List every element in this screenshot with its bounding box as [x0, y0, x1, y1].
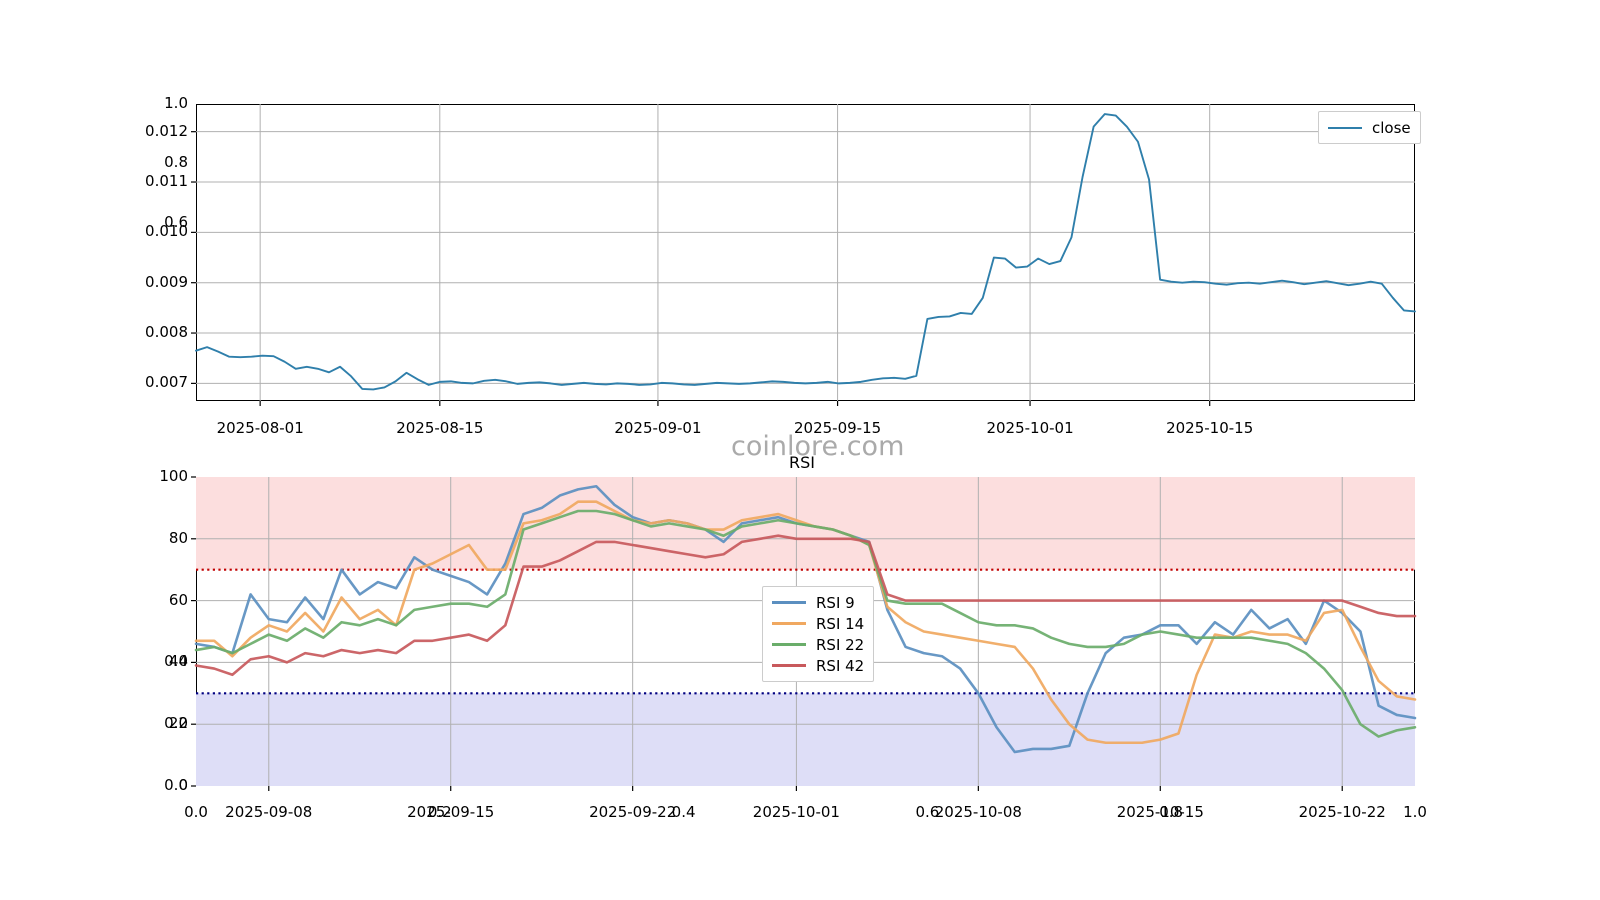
legend-line-swatch: [772, 601, 806, 604]
price-y-tick-3: 0.010: [145, 222, 188, 241]
rsi-chart-svg: [191, 476, 1417, 791]
price-x-tick-4: 2025-10-01: [986, 419, 1074, 437]
legend-line-swatch: [772, 622, 806, 625]
rsi-chart-legend[interactable]: RSI 9 RSI 14 RSI 22 RSI 42: [762, 586, 875, 682]
rsi-y-overlay-tick-1: 0.2: [164, 714, 188, 733]
price-y-tick-2: 0.009: [145, 272, 188, 291]
rsi-x-overlay-tick-5: 1.0: [1403, 803, 1427, 821]
price-y-tick-5: 0.012: [145, 121, 188, 140]
legend-line-swatch: [1328, 126, 1362, 129]
rsi-x-tick-6: 2025-10-22: [1298, 803, 1386, 821]
price-chart-svg: [191, 104, 1416, 406]
rsi-x-overlay-tick-1: 0.2: [427, 803, 452, 821]
price-x-tick-3: 2025-09-15: [793, 419, 882, 437]
rsi-x-tick-1: 2025-09-15: [407, 803, 495, 821]
price-chart-legend[interactable]: close: [1318, 111, 1421, 144]
rsi-y-tick-3: 60: [168, 590, 188, 609]
legend-label: RSI 14: [816, 614, 865, 633]
rsi-x-overlay-tick-2: 0.4: [671, 803, 696, 821]
price-y-tick-0: 0.007: [145, 373, 188, 392]
legend-line-swatch: [772, 643, 806, 646]
rsi-y-tick-1: 20: [168, 714, 188, 733]
price-legend-item[interactable]: close: [1328, 117, 1411, 138]
rsi-y-tick-4: 80: [168, 528, 188, 547]
rsi-x-tick-3: 2025-10-01: [752, 803, 840, 821]
rsi-legend-item[interactable]: RSI 14: [772, 613, 864, 634]
rsi-x-tick-0: 2025-09-08: [225, 803, 313, 821]
rsi-y-tick-5: 100: [159, 467, 188, 485]
rsi-chart-title: RSI: [789, 453, 815, 472]
rsi-y-overlay-tick-0: 0.0: [164, 776, 188, 794]
price-y-overlay-tick-0: 0.6: [164, 212, 188, 231]
price-y-tick-4: 0.011: [145, 172, 188, 191]
price-x-tick-1: 2025-08-15: [396, 419, 484, 437]
rsi-y-overlay-tick-2: 0.4: [164, 652, 188, 671]
rsi-legend-item[interactable]: RSI 9: [772, 592, 864, 613]
watermark: coinlore.com: [731, 431, 905, 462]
rsi-x-overlay-tick-0: 0.0: [184, 803, 208, 821]
rsi-legend-item[interactable]: RSI 22: [772, 634, 864, 655]
legend-line-swatch: [772, 664, 806, 667]
price-x-tick-2: 2025-09-01: [614, 419, 702, 437]
price-x-tick-0: 2025-08-01: [216, 419, 304, 437]
legend-label: RSI 9: [816, 593, 855, 612]
rsi-x-overlay-tick-4: 0.8: [1159, 803, 1184, 821]
rsi-y-tick-2: 40: [168, 652, 188, 671]
rsi-x-tick-4: 2025-10-08: [934, 803, 1022, 821]
rsi-x-tick-2: 2025-09-22: [589, 803, 677, 821]
rsi-y-tick-0: 0: [178, 776, 188, 794]
price-chart-plot-area: [196, 104, 1415, 401]
legend-label: RSI 42: [816, 656, 865, 675]
rsi-x-tick-5: 2025-10-15: [1116, 803, 1204, 821]
price-y-overlay-tick-2: 1.0: [164, 94, 188, 112]
price-y-overlay-tick-1: 0.8: [164, 153, 188, 172]
price-x-tick-5: 2025-10-15: [1166, 419, 1254, 437]
legend-label: close: [1372, 118, 1411, 137]
legend-label: RSI 22: [816, 635, 865, 654]
rsi-legend-item[interactable]: RSI 42: [772, 655, 864, 676]
price-y-tick-1: 0.008: [145, 323, 188, 342]
rsi-x-overlay-tick-3: 0.6: [915, 803, 940, 821]
